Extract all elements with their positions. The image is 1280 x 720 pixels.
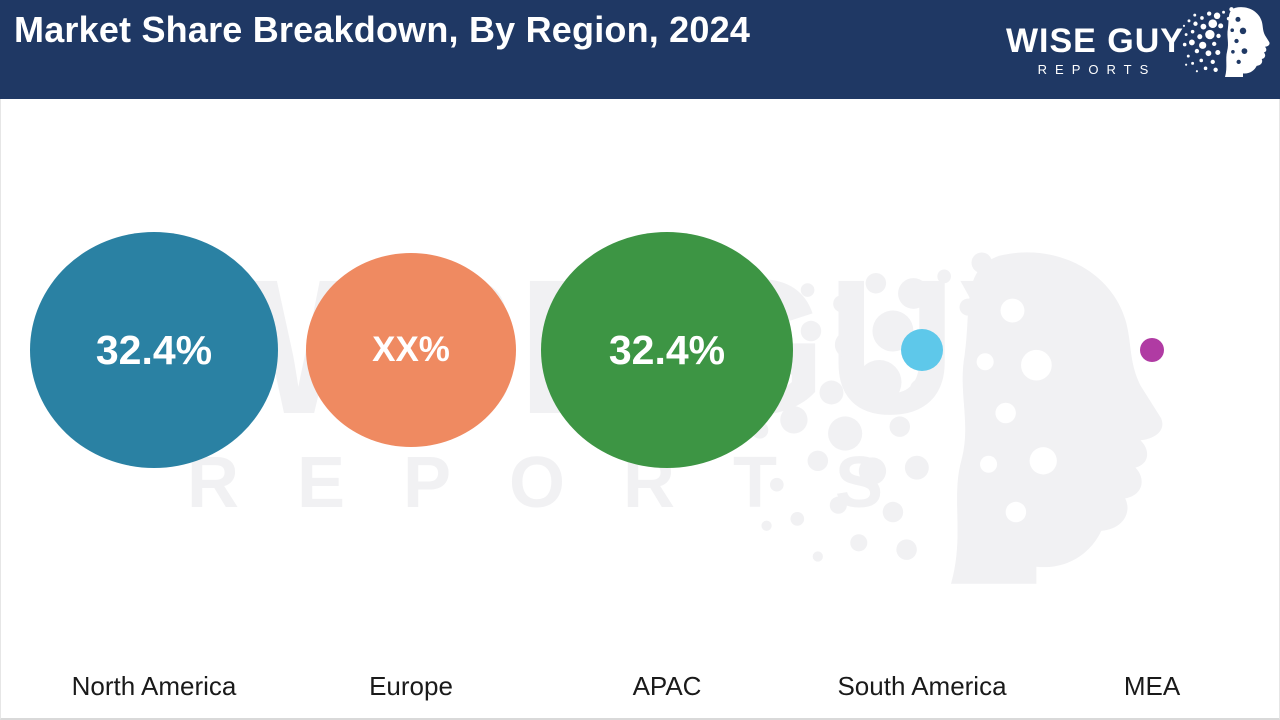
bubble-apac: 32.4% xyxy=(541,232,793,468)
brand-subtitle: REPORTS xyxy=(1037,62,1157,77)
brand-logo-text: WISE GUY REPORTS xyxy=(1006,24,1184,77)
wise-guy-head-icon xyxy=(1182,7,1270,77)
bubble-north-america: 32.4% xyxy=(30,232,278,468)
bubble-europe: XX% xyxy=(306,253,516,447)
category-label-north-america: North America xyxy=(71,671,237,701)
bubble-value-label-europe: XX% xyxy=(372,330,450,369)
watermark-reports-text: REPORTS xyxy=(187,443,942,523)
bubble-value-label-north-america: 32.4% xyxy=(95,326,213,373)
brand-name: WISE GUY xyxy=(1005,22,1184,60)
category-label-europe: Europe xyxy=(369,671,453,701)
category-label-south-america: South America xyxy=(837,671,1007,701)
category-label-mea: MEA xyxy=(1123,671,1181,701)
brand-logo: WISE GUY REPORTS xyxy=(1006,5,1272,77)
bubble-mea xyxy=(1140,338,1164,362)
page-title: Market Share Breakdown, By Region, 2024 xyxy=(14,9,751,50)
watermark-head-icon xyxy=(751,252,1163,584)
bubble-south-america xyxy=(901,329,943,371)
header-bar: Market Share Breakdown, By Region, 2024 … xyxy=(0,0,1280,99)
category-label-apac: APAC xyxy=(632,671,702,701)
bubble-value-label-apac: 32.4% xyxy=(608,326,726,373)
bubble-chart: WISE GUY REPORTS xyxy=(0,99,1280,720)
